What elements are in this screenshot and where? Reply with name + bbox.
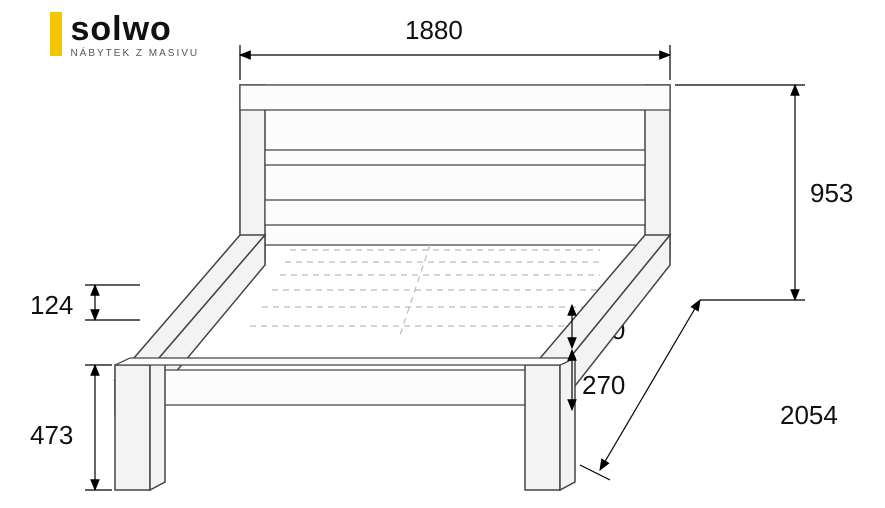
headboard [240, 85, 670, 260]
dimline-rail-thickness [85, 285, 140, 320]
bed-diagram [0, 0, 885, 508]
dimline-width-top [240, 45, 670, 80]
footboard [115, 358, 575, 490]
dimline-headboard-height [675, 85, 805, 300]
bed-slats [250, 245, 600, 335]
dimline-footboard-height [85, 365, 112, 490]
